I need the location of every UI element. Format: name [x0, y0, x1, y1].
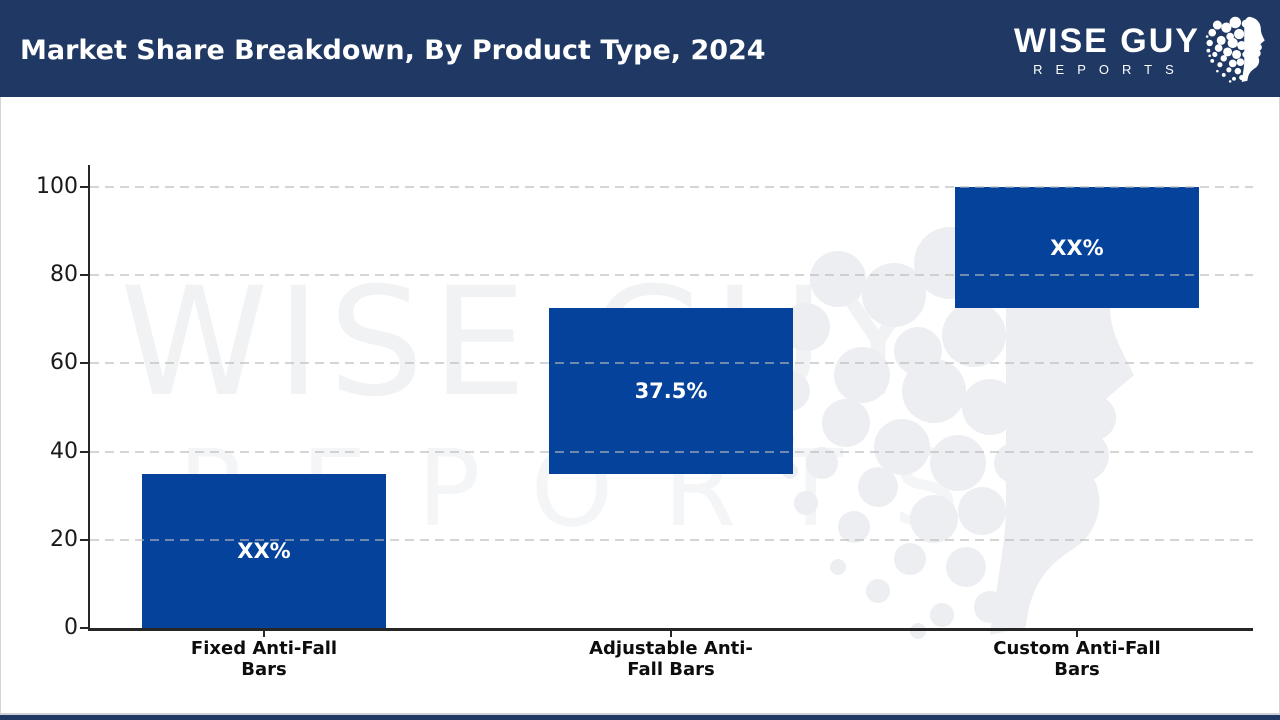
plot-area: 0 20 40 60 80 100 XX% Fixed Anti-Fall Bars 37.5%… [0, 97, 1280, 713]
header-bar: Market Share Breakdown, By Product Type,… [0, 0, 1280, 97]
y-tick-mark-0 [80, 627, 88, 629]
y-tick-label-20: 20 [50, 526, 78, 552]
gridline-60 [90, 362, 1253, 365]
bar-segment-0 [142, 473, 386, 628]
gridline-100 [90, 186, 1253, 188]
brand-name: WISE GUY [1013, 22, 1200, 60]
bar-value-label-0: XX% [237, 538, 291, 563]
y-tick-label-60: 60 [50, 350, 78, 376]
brand-logo: WISE GUY REPORTS [1014, 8, 1266, 92]
footer-bar [0, 715, 1280, 720]
bar-segment-2 [955, 187, 1199, 309]
brand-logo-text: WISE GUY REPORTS [1014, 23, 1200, 77]
x-tick-mark-0 [263, 631, 265, 637]
x-category-label-1: Adjustable Anti- Fall Bars [589, 638, 753, 680]
y-tick-mark-80 [80, 274, 88, 277]
bar-value-label-2: XX% [1050, 235, 1104, 260]
y-tick-label-0: 0 [64, 615, 78, 640]
brand-subtitle: REPORTS [1033, 62, 1187, 77]
y-axis [88, 165, 90, 631]
y-tick-mark-100 [80, 186, 88, 188]
y-tick-label-40: 40 [50, 438, 78, 464]
x-tick-mark-2 [1076, 631, 1078, 637]
x-category-label-2: Custom Anti-Fall Bars [993, 638, 1161, 680]
x-tick-mark-1 [670, 631, 672, 637]
wiseguy-face-icon [1205, 16, 1265, 83]
page-title: Market Share Breakdown, By Product Type,… [20, 35, 766, 66]
x-axis [88, 628, 1253, 631]
y-tick-label-80: 80 [50, 262, 78, 288]
gridline-80 [90, 274, 1253, 277]
y-tick-mark-20 [80, 538, 88, 541]
gridline-40 [90, 450, 1253, 453]
gridline-20 [90, 538, 1253, 541]
x-category-label-0: Fixed Anti-Fall Bars [190, 638, 338, 680]
bar-segment-1 [549, 308, 793, 474]
y-tick-label-100: 100 [36, 174, 78, 199]
bottom-divider [0, 713, 1280, 715]
y-tick-mark-40 [80, 450, 88, 453]
bar-value-label-1: 37.5% [634, 378, 708, 403]
y-tick-mark-60 [80, 362, 88, 365]
